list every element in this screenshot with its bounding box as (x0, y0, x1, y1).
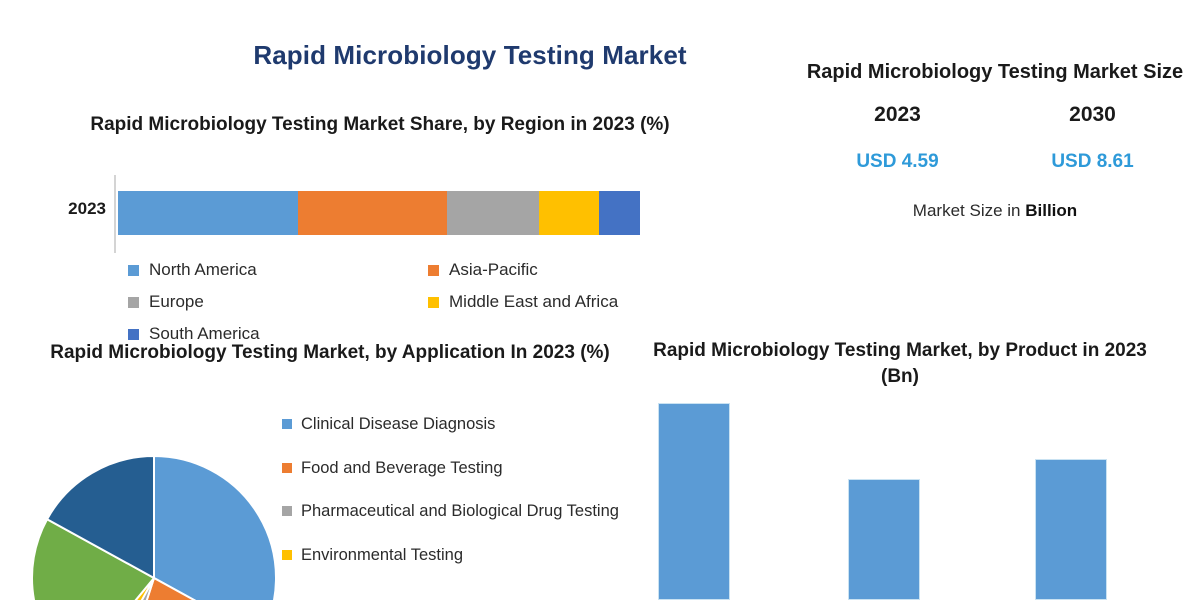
legend-item-food-and-beverage-testing[interactable]: Food and Beverage Testing (282, 458, 662, 479)
application-pie-chart (32, 434, 322, 600)
legend-swatch-icon (282, 419, 292, 429)
legend-label: Asia-Pacific (449, 260, 538, 279)
market-size-unit-note: Market Size in Billion (800, 201, 1190, 221)
product-bar-2[interactable] (848, 478, 920, 600)
market-size-year-end: 2030 (1069, 103, 1116, 126)
legend-item-pharmaceutical-and-biological-drug-testing[interactable]: Pharmaceutical and Biological Drug Testi… (282, 501, 662, 522)
pie-slice-group (32, 454, 277, 600)
pie-slice[interactable] (45, 454, 155, 580)
main-title: Rapid Microbiology Testing Market (253, 40, 687, 70)
legend-swatch-icon (282, 506, 292, 517)
legend-label: South America (149, 324, 260, 343)
pie-chart-svg (32, 454, 277, 600)
application-chart-title: Rapid Microbiology Testing Market, by Ap… (50, 342, 610, 363)
legend-label: Middle East and Africa (449, 292, 619, 311)
legend-label: Food and Beverage Testing (301, 458, 503, 477)
region-chart-axis-line (114, 175, 116, 253)
application-chart-legend: Clinical Disease Diagnosis Food and Beve… (282, 414, 662, 589)
legend-swatch-icon (128, 296, 139, 308)
legend-swatch-icon (128, 328, 139, 340)
region-stacked-bar-chart: 2023 (0, 175, 700, 255)
legend-item-asia-pacific[interactable]: Asia-Pacific (428, 260, 728, 280)
legend-swatch-icon (128, 264, 139, 276)
market-size-title: Rapid Microbiology Testing Market Size (806, 61, 1184, 83)
market-size-year-start: 2023 (874, 103, 921, 126)
market-size-value-row: USD 4.59 USD 8.61 (800, 151, 1190, 173)
region-segment-south-america[interactable] (598, 191, 640, 235)
region-segment-asia-pacific[interactable] (298, 191, 447, 235)
market-size-value-end: USD 8.61 (1051, 151, 1134, 172)
pie-slice[interactable] (116, 576, 261, 600)
legend-item-south-america[interactable]: South America (128, 324, 428, 344)
legend-swatch-icon (428, 296, 439, 308)
market-size-unit-prefix: Market Size in (912, 201, 1026, 220)
product-bar-1[interactable] (658, 403, 730, 600)
legend-label: Pharmaceutical and Biological Drug Testi… (301, 502, 619, 521)
product-bar-3[interactable] (1035, 458, 1107, 600)
legend-swatch-icon (282, 549, 292, 560)
region-segment-europe[interactable] (446, 191, 539, 235)
legend-label: Environmental Testing (301, 545, 464, 564)
pie-slice[interactable] (32, 517, 156, 600)
market-size-panel: Rapid Microbiology Testing Market Size 2… (800, 58, 1190, 221)
region-segment-middle-east-africa[interactable] (538, 191, 599, 235)
pie-slice[interactable] (95, 577, 155, 600)
legend-item-europe[interactable]: Europe (128, 292, 428, 312)
region-chart-title: Rapid Microbiology Testing Market Share,… (90, 114, 670, 135)
region-chart-year-label: 2023 (68, 199, 106, 218)
legend-item-clinical-disease-diagnosis[interactable]: Clinical Disease Diagnosis (282, 414, 662, 435)
region-segment-north-america[interactable] (118, 191, 299, 235)
legend-item-environmental-testing[interactable]: Environmental Testing (282, 545, 662, 566)
product-bar-chart (640, 388, 1160, 600)
legend-swatch-icon (282, 462, 292, 473)
pie-slice[interactable] (153, 454, 277, 600)
legend-label: Europe (149, 292, 204, 311)
market-size-year-row: 2023 2030 (800, 103, 1190, 127)
legend-item-middle-east-africa[interactable]: Middle East and Africa (428, 292, 728, 312)
legend-label: Clinical Disease Diagnosis (301, 415, 496, 433)
legend-swatch-icon (428, 264, 439, 276)
market-size-unit-emphasis: Billion (1025, 201, 1078, 220)
region-chart-legend: North America Asia-Pacific Europe Middle… (128, 254, 728, 350)
region-stacked-bar (118, 191, 640, 235)
legend-label: North America (149, 260, 257, 279)
market-size-value-start: USD 4.59 (856, 151, 939, 172)
product-chart-title: Rapid Microbiology Testing Market, by Pr… (653, 340, 1147, 387)
legend-item-north-america[interactable]: North America (128, 260, 428, 280)
